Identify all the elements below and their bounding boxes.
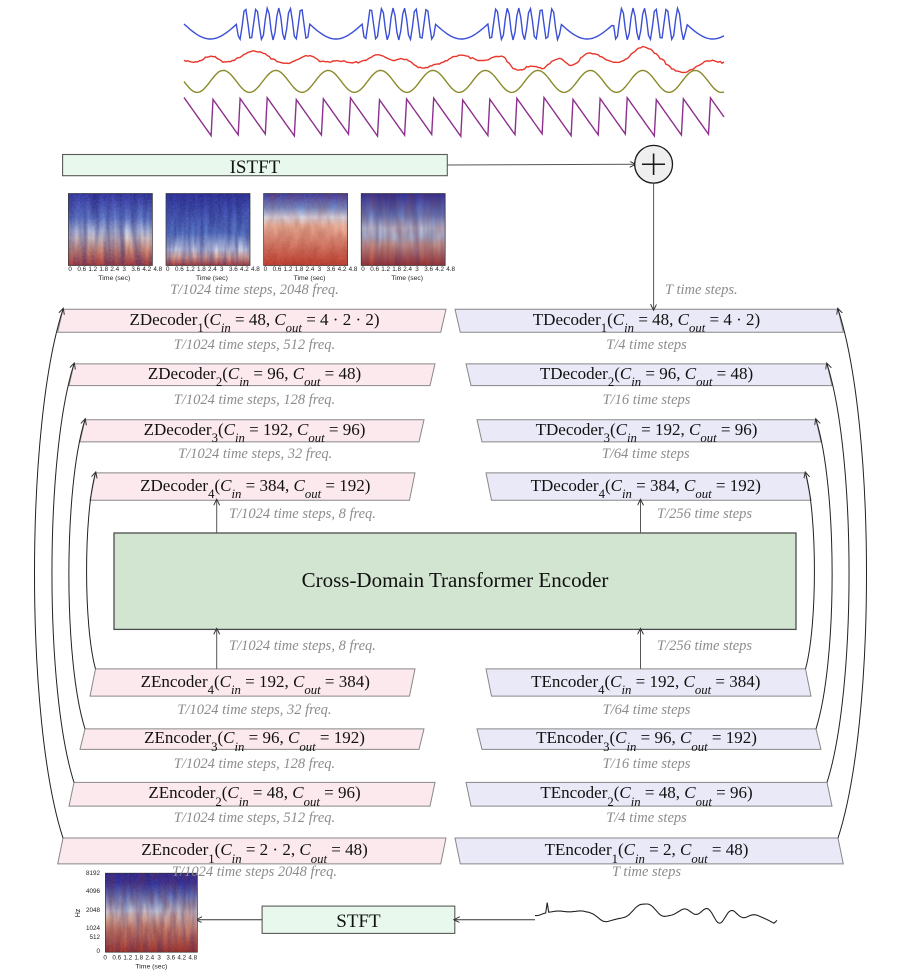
- svg-text:0: 0: [103, 955, 107, 962]
- svg-text:1.8: 1.8: [295, 266, 304, 273]
- svg-text:1.2: 1.2: [284, 266, 293, 273]
- svg-text:4.8: 4.8: [188, 955, 197, 962]
- svg-text:2.4: 2.4: [110, 266, 119, 273]
- svg-text:4.2: 4.2: [240, 266, 249, 273]
- svg-text:3.6: 3.6: [327, 266, 336, 273]
- svg-text:3.6: 3.6: [229, 266, 238, 273]
- svg-text:0: 0: [96, 948, 100, 955]
- svg-text:Time (sec): Time (sec): [294, 275, 326, 282]
- svg-text:3: 3: [157, 955, 161, 962]
- svg-text:1.2: 1.2: [88, 266, 97, 273]
- svg-text:0.6: 0.6: [273, 266, 282, 273]
- svg-text:1.2: 1.2: [123, 955, 132, 962]
- svg-text:3: 3: [318, 266, 322, 273]
- svg-text:2.4: 2.4: [403, 266, 412, 273]
- svg-text:3: 3: [122, 266, 126, 273]
- svg-text:4.8: 4.8: [251, 266, 260, 273]
- svg-text:4.2: 4.2: [435, 266, 444, 273]
- svg-text:2.4: 2.4: [306, 266, 315, 273]
- svg-text:3: 3: [415, 266, 419, 273]
- svg-text:4.2: 4.2: [142, 266, 151, 273]
- svg-text:3: 3: [220, 266, 224, 273]
- svg-text:1.2: 1.2: [186, 266, 195, 273]
- svg-text:2048: 2048: [86, 907, 101, 914]
- svg-text:Hz: Hz: [75, 908, 82, 917]
- svg-text:1.8: 1.8: [197, 266, 206, 273]
- svg-text:3.6: 3.6: [131, 266, 140, 273]
- svg-text:Time (sec): Time (sec): [135, 964, 167, 971]
- svg-text:1.2: 1.2: [381, 266, 390, 273]
- svg-text:1024: 1024: [86, 925, 101, 932]
- svg-text:0: 0: [68, 266, 72, 273]
- svg-text:1.8: 1.8: [134, 955, 143, 962]
- svg-text:3.6: 3.6: [424, 266, 433, 273]
- svg-text:Time (sec): Time (sec): [391, 275, 423, 282]
- svg-text:0.6: 0.6: [370, 266, 379, 273]
- svg-text:0.6: 0.6: [112, 955, 121, 962]
- svg-text:1.8: 1.8: [392, 266, 401, 273]
- svg-text:3.6: 3.6: [166, 955, 175, 962]
- svg-text:0: 0: [166, 266, 170, 273]
- svg-text:4.2: 4.2: [338, 266, 347, 273]
- svg-text:0: 0: [264, 266, 268, 273]
- svg-text:4.8: 4.8: [153, 266, 162, 273]
- svg-text:2.4: 2.4: [208, 266, 217, 273]
- svg-text:512: 512: [89, 934, 100, 941]
- svg-text:1.8: 1.8: [99, 266, 108, 273]
- svg-text:4096: 4096: [86, 888, 101, 895]
- svg-text:Time (sec): Time (sec): [196, 275, 228, 282]
- svg-text:0: 0: [361, 266, 365, 273]
- svg-text:4.2: 4.2: [177, 955, 186, 962]
- svg-text:4.8: 4.8: [446, 266, 455, 273]
- svg-text:Time (sec): Time (sec): [98, 275, 130, 282]
- svg-text:2.4: 2.4: [145, 955, 154, 962]
- svg-text:0.6: 0.6: [175, 266, 184, 273]
- svg-text:0.6: 0.6: [77, 266, 86, 273]
- svg-text:4.8: 4.8: [349, 266, 358, 273]
